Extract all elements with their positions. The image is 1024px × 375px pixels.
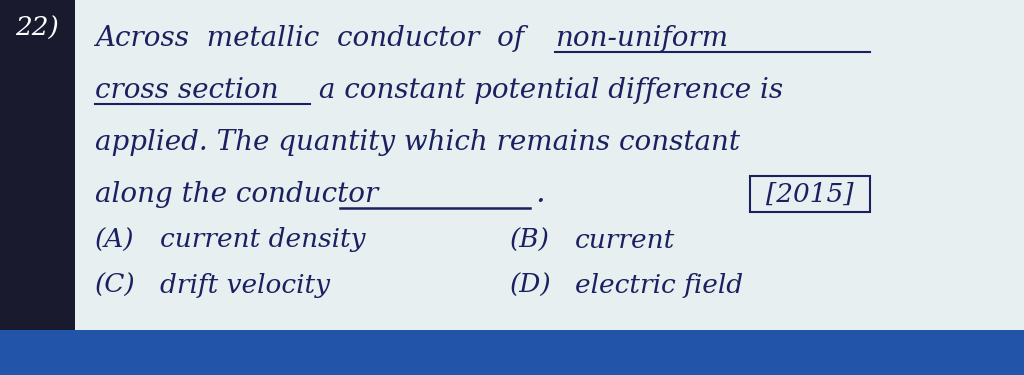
Bar xyxy=(750,176,870,212)
Bar xyxy=(0,0,75,375)
Text: (B): (B) xyxy=(510,228,550,252)
Text: electric field: electric field xyxy=(575,273,743,297)
Text: [2015]: [2015] xyxy=(766,182,854,207)
Text: .: . xyxy=(535,178,545,210)
Text: a constant potential difference is: a constant potential difference is xyxy=(310,76,783,104)
Text: 22): 22) xyxy=(15,15,58,40)
Text: (D): (D) xyxy=(510,273,552,297)
Bar xyxy=(0,330,1024,375)
Text: current density: current density xyxy=(160,228,366,252)
Text: (C): (C) xyxy=(95,273,135,297)
Text: (A): (A) xyxy=(95,228,134,252)
Text: drift velocity: drift velocity xyxy=(160,273,330,297)
Text: current: current xyxy=(575,228,675,252)
Text: Across  metallic  conductor  of: Across metallic conductor of xyxy=(95,24,542,51)
Text: non-uniform: non-uniform xyxy=(555,24,728,51)
Text: along the conductor: along the conductor xyxy=(95,180,378,207)
Text: applied. The quantity which remains constant: applied. The quantity which remains cons… xyxy=(95,129,740,156)
Text: cross section: cross section xyxy=(95,76,279,104)
